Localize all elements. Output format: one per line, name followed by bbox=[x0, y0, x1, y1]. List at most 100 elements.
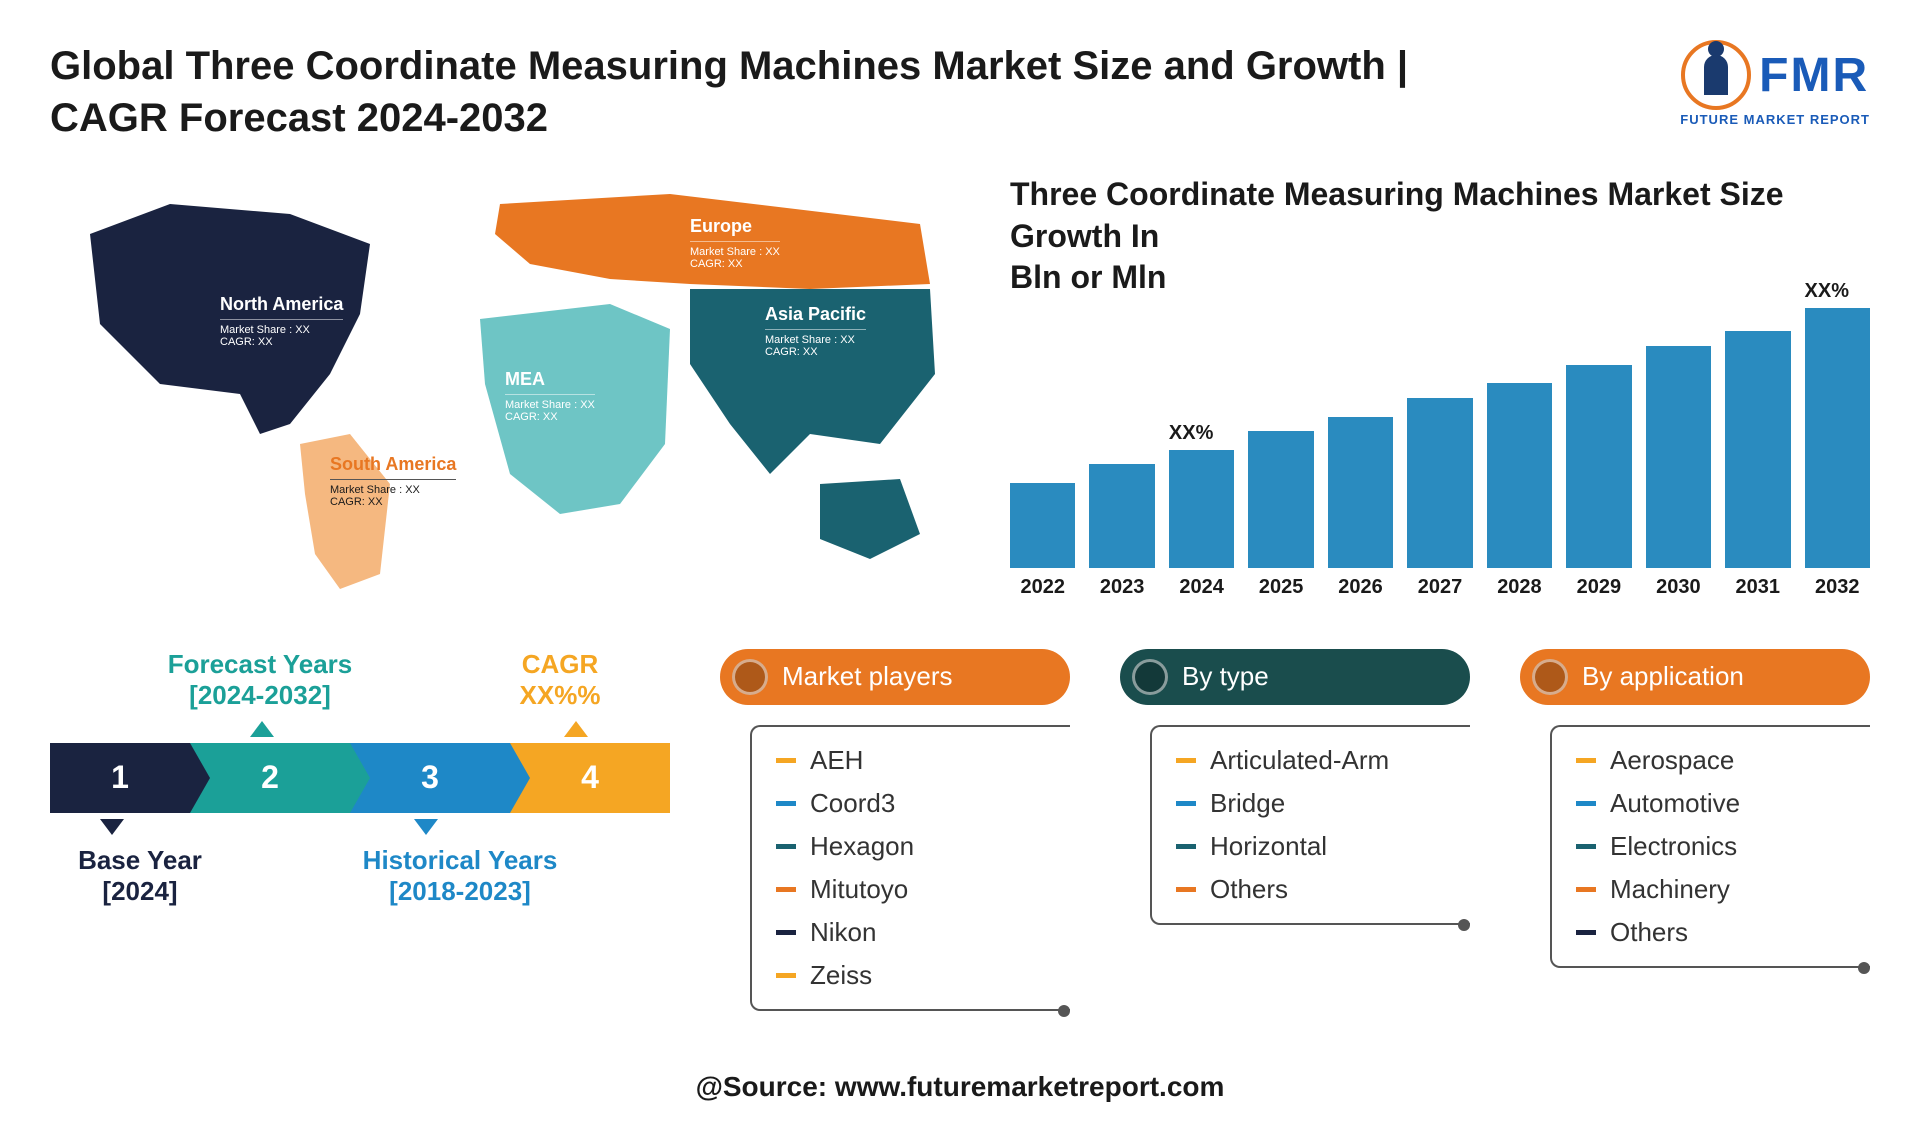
historical-label: Historical Years [2018-2023] bbox=[350, 845, 570, 907]
region-cagr: CAGR: XX bbox=[330, 496, 456, 508]
region-label-na: North America Market Share : XX CAGR: XX bbox=[220, 294, 343, 348]
bar bbox=[1646, 346, 1711, 568]
category-item: Automotive bbox=[1576, 782, 1870, 825]
region-label-eu: Europe Market Share : XX CAGR: XX bbox=[690, 216, 780, 270]
base-label: Base Year [2024] bbox=[50, 845, 230, 907]
bullet-icon bbox=[776, 801, 796, 806]
category-item-text: Automotive bbox=[1610, 788, 1740, 819]
region-name: North America bbox=[220, 294, 343, 315]
category-bracket: AEHCoord3HexagonMitutoyoNikonZeiss bbox=[750, 725, 1070, 1011]
bar-year-label: 2029 bbox=[1577, 576, 1622, 599]
categories: Market playersAEHCoord3HexagonMitutoyoNi… bbox=[720, 649, 1870, 1011]
chart-title: Three Coordinate Measuring Machines Mark… bbox=[1010, 174, 1870, 299]
page-title: Global Three Coordinate Measuring Machin… bbox=[50, 40, 1450, 144]
category-item: Articulated-Arm bbox=[1176, 739, 1470, 782]
bar-wrap: XX%2024 bbox=[1169, 450, 1234, 599]
bar-wrap: 2028 bbox=[1487, 383, 1552, 598]
bar-year-label: 2027 bbox=[1418, 576, 1463, 599]
region-cagr: CAGR: XX bbox=[690, 258, 780, 270]
region-share: Market Share : XX bbox=[220, 319, 343, 336]
logo-circle-icon bbox=[1681, 40, 1751, 110]
bar-wrap: 2022 bbox=[1010, 483, 1075, 599]
bar bbox=[1566, 365, 1631, 568]
category-item-text: Coord3 bbox=[810, 788, 895, 819]
bar bbox=[1010, 483, 1075, 568]
category-title: Market players bbox=[782, 661, 953, 692]
region-name: Asia Pacific bbox=[765, 304, 866, 325]
bar-wrap: 2023 bbox=[1089, 464, 1154, 599]
logo-subtitle: FUTURE MARKET REPORT bbox=[1680, 112, 1870, 127]
arrow-down-icon bbox=[100, 819, 124, 835]
timeline-arrows-bot bbox=[50, 819, 670, 835]
bullet-icon bbox=[1576, 844, 1596, 849]
category-column: By application Aerospace Automotive Electro… bbox=[1520, 649, 1870, 1011]
timeline-top-labels: Forecast Years [2024-2032] CAGR XX%% bbox=[50, 649, 670, 711]
logo-icon: FMR bbox=[1681, 40, 1869, 110]
timeline-seg-3: 3 bbox=[350, 743, 510, 813]
logo-text: FMR bbox=[1759, 48, 1869, 103]
bar bbox=[1328, 417, 1393, 568]
bullet-icon bbox=[776, 844, 796, 849]
category-title: By type bbox=[1182, 661, 1269, 692]
dot-icon bbox=[1132, 659, 1168, 695]
category-item: Mitutoyo bbox=[776, 868, 1070, 911]
category-title: By application bbox=[1582, 661, 1744, 692]
world-map: North America Market Share : XX CAGR: XX… bbox=[50, 174, 950, 594]
category-header: By application bbox=[1520, 649, 1870, 705]
bar-wrap: 2027 bbox=[1407, 398, 1472, 599]
forecast-range: [2024-2032] bbox=[189, 680, 331, 710]
timeline-section: Forecast Years [2024-2032] CAGR XX%% 1 2… bbox=[50, 649, 670, 1011]
category-header: Market players bbox=[720, 649, 1070, 705]
timeline-seg-4: 4 bbox=[510, 743, 670, 813]
forecast-label: Forecast Years [2024-2032] bbox=[160, 649, 360, 711]
region-share: Market Share : XX bbox=[690, 241, 780, 258]
category-item: Coord3 bbox=[776, 782, 1070, 825]
category-item: Horizontal bbox=[1176, 825, 1470, 868]
bar-wrap: 2029 bbox=[1566, 365, 1631, 599]
bullet-icon bbox=[1576, 801, 1596, 806]
category-item-text: Hexagon bbox=[810, 831, 914, 862]
bar-chart: 20222023XX%20242025202620272028202920302… bbox=[1010, 319, 1870, 599]
category-item: Aerospace bbox=[1576, 739, 1870, 782]
category-item-text: Machinery bbox=[1610, 874, 1730, 905]
category-bracket: Articulated-ArmBridgeHorizontalOthers bbox=[1150, 725, 1470, 925]
category-item-text: Others bbox=[1610, 917, 1688, 948]
bar-year-label: 2026 bbox=[1338, 576, 1383, 599]
bar-year-label: 2023 bbox=[1100, 576, 1145, 599]
timeline-bot-labels: Base Year [2024] Historical Years [2018-… bbox=[50, 845, 670, 907]
dot-icon bbox=[732, 659, 768, 695]
bar-wrap: 2030 bbox=[1646, 346, 1711, 599]
logo: FMR FUTURE MARKET REPORT bbox=[1680, 40, 1870, 127]
category-header: By type bbox=[1120, 649, 1470, 705]
main-row: North America Market Share : XX CAGR: XX… bbox=[50, 174, 1870, 609]
category-item-text: Mitutoyo bbox=[810, 874, 908, 905]
region-name: Europe bbox=[690, 216, 780, 237]
timeline-bar: 1 2 3 4 bbox=[50, 743, 670, 813]
region-cagr: CAGR: XX bbox=[220, 336, 343, 348]
bar bbox=[1487, 383, 1552, 567]
bar-wrap: XX%2032 bbox=[1805, 308, 1870, 599]
category-item: Electronics bbox=[1576, 825, 1870, 868]
forecast-label-text: Forecast Years bbox=[168, 649, 353, 679]
bar bbox=[1407, 398, 1472, 568]
category-item: AEH bbox=[776, 739, 1070, 782]
cagr-label-text: CAGR bbox=[522, 649, 599, 679]
category-column: By typeArticulated-ArmBridgeHorizontalOt… bbox=[1120, 649, 1470, 1011]
bullet-icon bbox=[1176, 758, 1196, 763]
logo-person-icon bbox=[1704, 55, 1728, 95]
header: Global Three Coordinate Measuring Machin… bbox=[50, 40, 1870, 144]
category-item-text: Others bbox=[1210, 874, 1288, 905]
bar-annotation: XX% bbox=[1805, 280, 1849, 303]
bullet-icon bbox=[1176, 887, 1196, 892]
cagr-value: XX%% bbox=[520, 680, 601, 710]
bar: XX% bbox=[1169, 450, 1234, 568]
map-australia bbox=[820, 479, 920, 559]
category-item: Others bbox=[1576, 911, 1870, 954]
timeline-seg-2: 2 bbox=[190, 743, 350, 813]
bar bbox=[1725, 331, 1790, 567]
category-item-text: Horizontal bbox=[1210, 831, 1327, 862]
bottom-row: Forecast Years [2024-2032] CAGR XX%% 1 2… bbox=[50, 649, 1870, 1011]
dot-icon bbox=[1532, 659, 1568, 695]
cagr-label: CAGR XX%% bbox=[510, 649, 610, 711]
timeline-seg-1: 1 bbox=[50, 743, 190, 813]
